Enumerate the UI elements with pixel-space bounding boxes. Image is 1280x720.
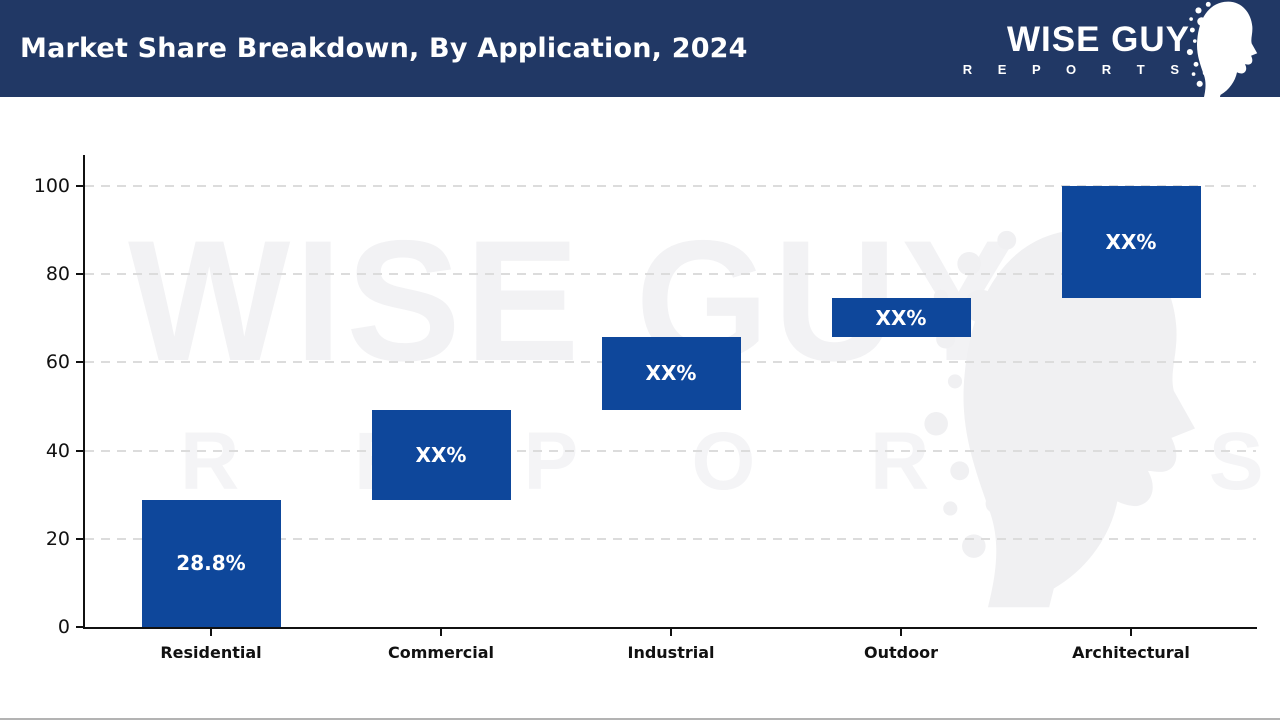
y-tick-mark: [76, 185, 85, 187]
gridline: [85, 273, 1256, 276]
bar: XX%: [1061, 186, 1201, 299]
bar-value-label: XX%: [645, 361, 697, 386]
brand-logo: WISE GUY R E P O R T S: [959, 0, 1268, 101]
header: Market Share Breakdown, By Application, …: [0, 0, 1280, 100]
x-tick-mark: [670, 627, 672, 636]
y-tick-mark: [76, 537, 85, 540]
watermark-head-profile-icon: [924, 229, 1195, 608]
head-profile-icon: [1186, 1, 1258, 100]
bar-value-label: 28.8%: [176, 551, 246, 576]
x-tick-label: Residential: [160, 643, 262, 662]
x-tick-label: Architectural: [1072, 643, 1190, 662]
y-tick-label: 0: [57, 616, 70, 638]
y-tick-label: 40: [45, 439, 70, 462]
bottom-border: [0, 718, 1280, 720]
chart-canvas: WISE GUY R E P O R T S 0 20 40 60 80 100 28.8%…: [0, 97, 1280, 720]
y-tick-mark: [76, 449, 85, 452]
bar-value-label: XX%: [415, 442, 467, 467]
y-tick-label: 60: [45, 351, 70, 374]
brand-subtitle: R E P O R T S: [962, 61, 1190, 77]
x-tick-label: Commercial: [387, 643, 495, 662]
y-tick-label: 20: [45, 527, 70, 550]
x-axis-line: [83, 627, 1257, 629]
brand-name: WISE GUY: [1006, 19, 1190, 59]
bar: XX%: [371, 410, 511, 500]
x-tick-mark: [900, 627, 902, 636]
y-tick-label: 80: [45, 263, 70, 286]
x-tick-mark: [440, 627, 442, 636]
gridline: [85, 185, 1256, 187]
y-tick-label: 100: [33, 175, 70, 197]
x-tick-mark: [210, 627, 212, 636]
gridline: [85, 537, 1256, 540]
bar: XX%: [601, 336, 741, 411]
x-tick-label: Outdoor: [864, 643, 938, 662]
x-tick-mark: [1130, 627, 1132, 636]
y-tick-mark: [76, 361, 85, 364]
bar: 28.8%: [141, 499, 281, 627]
page-title: Market Share Breakdown, By Application, …: [20, 33, 748, 64]
bar-value-label: XX%: [875, 305, 927, 330]
y-tick-mark: [76, 626, 85, 628]
bar-value-label: XX%: [1105, 230, 1157, 255]
gridline: [85, 449, 1256, 452]
y-axis-line: [83, 155, 85, 629]
x-tick-label: Industrial: [627, 643, 715, 662]
y-tick-mark: [76, 273, 85, 276]
brand-logo-text: WISE GUY R E P O R T S: [959, 22, 1190, 76]
bar: XX%: [831, 298, 971, 337]
